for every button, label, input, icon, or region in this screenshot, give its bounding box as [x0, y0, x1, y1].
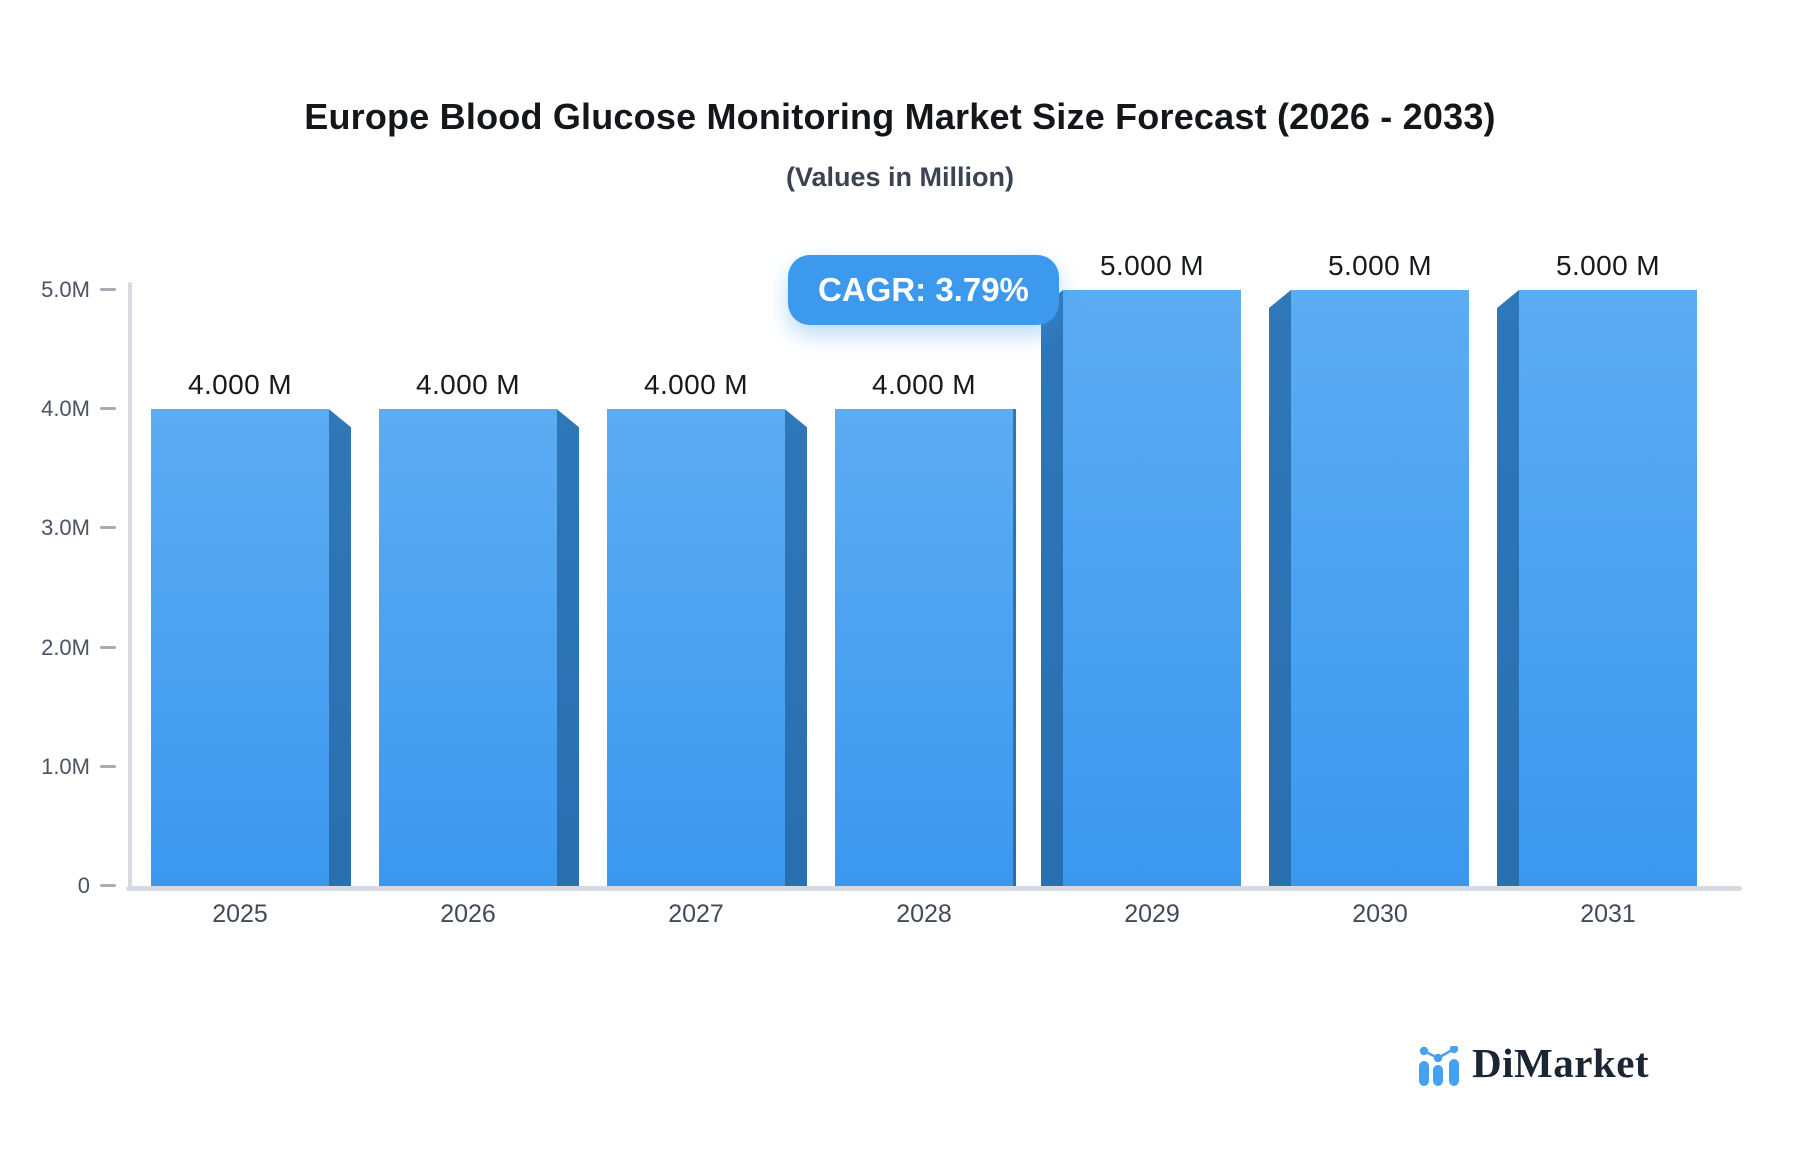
bar-value-label-2028: 4.000 M: [872, 369, 976, 401]
x-tick-label-2028: 2028: [896, 900, 952, 928]
x-tick-label-2026: 2026: [440, 900, 496, 928]
y-tick-label-0: 0: [77, 873, 90, 898]
chart-subtitle: (Values in Million): [785, 162, 1015, 192]
y-tick-mark: [100, 764, 116, 768]
x-tick-label-2027: 2027: [668, 900, 724, 928]
bar-value-label-2026: 4.000 M: [416, 369, 520, 401]
y-tick-mark: [100, 288, 116, 291]
y-tick-label-2.0M: 2.0M: [41, 634, 90, 660]
brand-logo-text: DiMarket: [1472, 1040, 1650, 1086]
bar-2027-side: [785, 409, 807, 886]
bar-value-label-2030: 5.000 M: [1328, 250, 1432, 281]
bar-2029-side: [1041, 290, 1063, 886]
bar-value-label-2029: 5.000 M: [1100, 250, 1204, 281]
bar-value-label-2025: 4.000 M: [188, 369, 292, 401]
y-tick-mark: [100, 407, 116, 411]
y-tick-mark: [100, 526, 116, 530]
cagr-badge: CAGR: 3.79%: [788, 255, 1059, 325]
x-tick-label-2031: 2031: [1580, 900, 1636, 928]
bar-2026-side: [557, 409, 579, 886]
y-tick-label-1.0M: 1.0M: [41, 753, 90, 779]
bar-value-label-2031: 5.000 M: [1556, 250, 1660, 281]
bar-value-label-2027: 4.000 M: [644, 369, 748, 401]
bar-chart-logo-icon: [1419, 1046, 1459, 1086]
y-tick-mark: [100, 884, 116, 887]
x-axis-line: [126, 886, 1742, 891]
bar-2028-side: [1013, 409, 1016, 886]
y-tick-label-4.0M: 4.0M: [41, 396, 90, 422]
bar-2025[interactable]: [151, 409, 329, 886]
bar-2030-side: [1269, 290, 1291, 886]
y-axis-line: [128, 282, 132, 888]
x-tick-label-2030: 2030: [1352, 900, 1408, 928]
bar-2028[interactable]: [835, 409, 1013, 886]
bar-2031[interactable]: [1519, 290, 1697, 886]
y-tick-label-3.0M: 3.0M: [41, 515, 90, 541]
bar-2027[interactable]: [607, 409, 785, 886]
x-tick-label-2029: 2029: [1124, 900, 1180, 928]
brand-logo: DiMarket: [1416, 1040, 1649, 1090]
bar-2030[interactable]: [1291, 290, 1469, 886]
bar-2026[interactable]: [379, 409, 557, 886]
y-tick-mark: [100, 645, 116, 649]
bar-2031-side: [1497, 290, 1519, 886]
x-tick-label-2025: 2025: [212, 900, 268, 928]
chart-title: Europe Blood Glucose Monitoring Market S…: [304, 96, 1496, 137]
bar-2029[interactable]: [1063, 290, 1241, 886]
bar-2025-side: [329, 409, 351, 886]
y-tick-label-5.0M: 5.0M: [41, 277, 90, 302]
